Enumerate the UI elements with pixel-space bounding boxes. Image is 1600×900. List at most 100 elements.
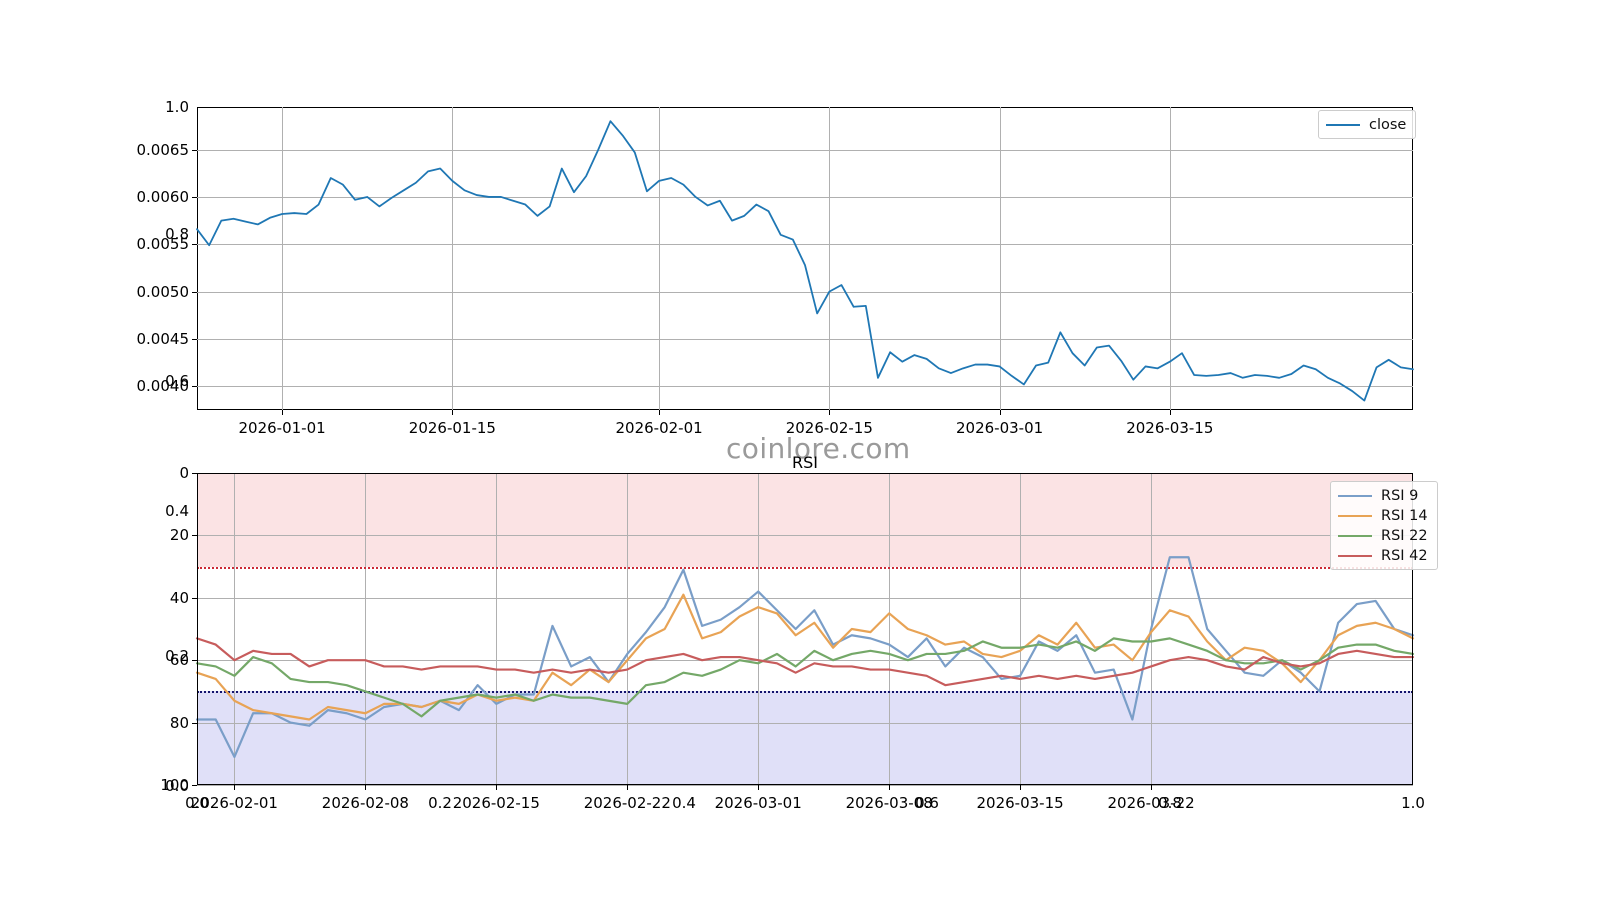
rsi-y-tick-overlay-1: 0.2 bbox=[165, 647, 189, 665]
rsi-y-tickmark-2 bbox=[192, 660, 197, 662]
rsi-gridline-v-1 bbox=[365, 473, 367, 785]
rsi-legend-item-2[interactable]: RSI 22 bbox=[1338, 527, 1428, 544]
price-y-tick-label-5: 0.0040 bbox=[136, 377, 190, 396]
price-gridline-h-2 bbox=[197, 244, 1413, 246]
price-gridline-v-3 bbox=[829, 107, 831, 410]
rsi-chart-panel bbox=[195, 473, 1415, 786]
price-y-tick-overlay-1: 0.8 bbox=[165, 225, 189, 243]
legend-swatch-rsi-14 bbox=[1338, 514, 1372, 517]
rsi-legend-item-0[interactable]: RSI 9 bbox=[1338, 487, 1428, 504]
legend-swatch-close bbox=[1326, 123, 1360, 126]
rsi-line-rsi-42 bbox=[195, 637, 1415, 687]
rsi-x-tickmark-0 bbox=[234, 785, 236, 790]
price-gridline-h-0 bbox=[197, 149, 1413, 151]
rsi-legend[interactable]: RSI 9 RSI 14 RSI 22 RSI 42 bbox=[1330, 481, 1438, 570]
rsi-y-tick-overlay-0: 0.4 bbox=[165, 502, 189, 520]
price-y-tickmark-4 bbox=[192, 339, 197, 340]
price-y-tickmark-0 bbox=[192, 149, 197, 151]
rsi-y-tick-label-4: 20 bbox=[169, 526, 189, 545]
price-series-svg bbox=[196, 120, 1414, 402]
price-gridline-h-4 bbox=[197, 339, 1413, 340]
rsi-gridline-h-2 bbox=[197, 660, 1413, 662]
rsi-oversold-band bbox=[197, 691, 1413, 785]
rsi-x-tick-label-6: 2026-03-15 bbox=[976, 794, 1064, 812]
legend-swatch-rsi-22 bbox=[1338, 534, 1372, 537]
rsi-x-tick-overlay-5: 1.0 bbox=[1401, 794, 1425, 812]
price-chart-panel bbox=[196, 107, 1414, 410]
price-y-tickmark-5 bbox=[192, 386, 197, 388]
price-y-tick-label-1: 0.0060 bbox=[136, 188, 190, 206]
rsi-gridline-h-4 bbox=[197, 535, 1413, 537]
rsi-x-tick-label-2: 2026-02-15 bbox=[452, 794, 540, 812]
legend-label-rsi-9: RSI 9 bbox=[1381, 487, 1419, 504]
rsi-x-tick-overlay-3: 0.6 bbox=[915, 794, 939, 812]
price-x-tick-label-1: 2026-01-15 bbox=[408, 419, 496, 437]
rsi-gridline-v-0 bbox=[234, 473, 236, 785]
rsi-y-tick-label-5: 0 bbox=[179, 464, 189, 482]
price-x-tickmark-2 bbox=[659, 410, 661, 415]
rsi-gridline-h-1 bbox=[197, 722, 1413, 724]
rsi-series-svg bbox=[195, 556, 1415, 759]
price-x-tickmark-5 bbox=[1169, 410, 1171, 415]
price-y-tick-label-2: 0.0055 bbox=[136, 235, 190, 254]
price-x-tick-label-2: 2026-02-01 bbox=[615, 419, 703, 437]
rsi-overbought-band bbox=[197, 473, 1413, 567]
rsi-gridline-v-3 bbox=[627, 473, 629, 785]
rsi-y-tickmark-1 bbox=[192, 722, 197, 724]
legend-swatch-rsi-42 bbox=[1338, 554, 1372, 557]
rsi-x-tick-overlay-2: 0.4 bbox=[672, 794, 696, 812]
legend-swatch-rsi-9 bbox=[1338, 494, 1372, 497]
price-x-tick-label-0: 2026-01-01 bbox=[238, 419, 326, 437]
rsi-x-tickmark-5 bbox=[889, 785, 891, 790]
rsi-y-tick-label-1: 80 bbox=[169, 713, 189, 732]
legend-label-rsi-14: RSI 14 bbox=[1381, 507, 1428, 524]
rsi-x-tick-overlay-4: 0.8 bbox=[1158, 794, 1182, 812]
rsi-x-tick-label-0: 2026-02-01 bbox=[190, 794, 278, 812]
rsi-overbought-threshold-line bbox=[197, 566, 1413, 569]
rsi-panel-title: RSI bbox=[792, 453, 818, 472]
rsi-x-tick-label-7: 2026-03-22 bbox=[1107, 794, 1195, 812]
rsi-y-tickmark-0 bbox=[192, 785, 197, 786]
watermark: coinlore.com bbox=[726, 432, 911, 465]
price-x-tickmark-0 bbox=[282, 410, 284, 415]
rsi-x-tick-overlay-0: 0.0 bbox=[185, 794, 209, 812]
rsi-gridline-v-6 bbox=[1020, 473, 1022, 785]
rsi-x-tick-label-3: 2026-02-22 bbox=[583, 794, 671, 812]
price-gridline-v-4 bbox=[999, 107, 1001, 410]
price-legend[interactable]: close bbox=[1318, 110, 1417, 139]
price-y-tick-label-3: 0.0050 bbox=[136, 282, 190, 301]
price-legend-item-0[interactable]: close bbox=[1326, 116, 1406, 133]
price-y-tick-label-4: 0.0045 bbox=[136, 330, 190, 348]
rsi-legend-item-3[interactable]: RSI 42 bbox=[1338, 547, 1428, 564]
rsi-x-tickmark-6 bbox=[1020, 785, 1022, 790]
rsi-line-rsi-14 bbox=[195, 593, 1415, 721]
price-gridline-v-1 bbox=[452, 107, 454, 410]
price-y-tickmark-3 bbox=[192, 291, 197, 293]
price-y-tick-overlay-0: 1.0 bbox=[165, 98, 189, 116]
rsi-y-tick-label-3: 40 bbox=[169, 588, 189, 607]
rsi-x-tick-label-5: 2026-03-08 bbox=[845, 794, 933, 812]
rsi-x-tickmark-4 bbox=[758, 785, 760, 790]
price-gridline-h-3 bbox=[197, 291, 1413, 293]
price-y-tickmark-2 bbox=[192, 244, 197, 246]
rsi-gridline-h-0 bbox=[197, 785, 1413, 786]
rsi-x-tickmark-1 bbox=[365, 785, 367, 790]
rsi-oversold-threshold-line bbox=[197, 691, 1413, 694]
price-gridline-v-5 bbox=[1169, 107, 1171, 410]
price-line-close bbox=[196, 120, 1414, 402]
rsi-y-tick-overlay-2: 0.0 bbox=[165, 777, 189, 795]
rsi-gridline-v-4 bbox=[758, 473, 760, 785]
rsi-x-tick-label-4: 2026-03-01 bbox=[714, 794, 802, 812]
price-gridline-h-5 bbox=[197, 386, 1413, 388]
price-gridline-v-2 bbox=[659, 107, 661, 410]
rsi-x-tick-overlay-1: 0.2 bbox=[428, 794, 452, 812]
rsi-legend-item-1[interactable]: RSI 14 bbox=[1338, 507, 1428, 524]
rsi-gridline-h-3 bbox=[197, 597, 1413, 599]
price-gridline-h-1 bbox=[197, 197, 1413, 198]
rsi-x-tickmark-2 bbox=[496, 785, 498, 790]
rsi-y-tick-label-0: 100 bbox=[160, 776, 189, 794]
rsi-x-tickmark-3 bbox=[627, 785, 629, 790]
price-gridline-v-0 bbox=[282, 107, 284, 410]
legend-label-rsi-42: RSI 42 bbox=[1381, 547, 1428, 564]
